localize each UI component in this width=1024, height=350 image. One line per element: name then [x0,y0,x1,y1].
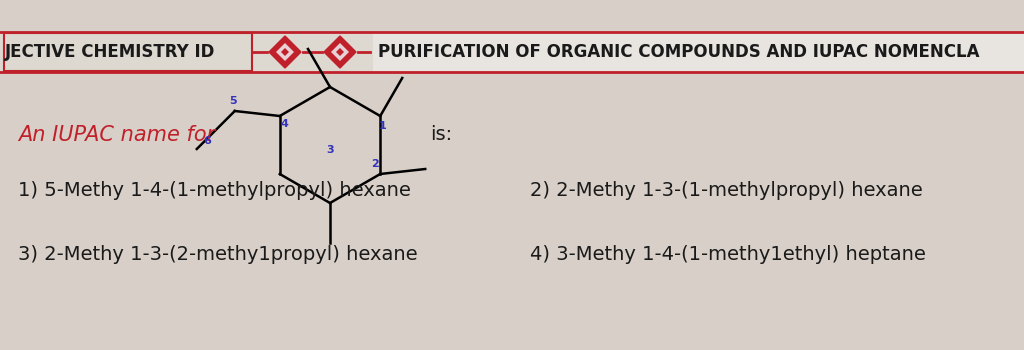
Text: is:: is: [430,126,453,145]
Text: 3: 3 [327,145,334,155]
Polygon shape [324,36,356,68]
Text: An IUPAC name for: An IUPAC name for [18,125,215,145]
Text: 6: 6 [203,136,211,146]
Polygon shape [336,48,344,56]
Text: JECTIVE CHEMISTRY ID: JECTIVE CHEMISTRY ID [5,43,215,61]
Text: 4: 4 [281,119,289,129]
Text: 3) 2-Methy 1-3-(2-methy1propyl) hexane: 3) 2-Methy 1-3-(2-methy1propyl) hexane [18,245,418,265]
Polygon shape [281,48,289,56]
Polygon shape [269,36,301,68]
Polygon shape [276,43,294,61]
Text: 5: 5 [229,96,237,106]
Text: 2) 2-Methy 1-3-(1-methylpropyl) hexane: 2) 2-Methy 1-3-(1-methylpropyl) hexane [530,181,923,199]
Text: 1: 1 [378,121,386,131]
Text: 2: 2 [372,159,379,169]
Bar [373,33,1024,71]
Polygon shape [331,43,349,61]
Bar [0,32,1024,72]
Text: 4) 3-Methy 1-4-(1-methy1ethyl) heptane: 4) 3-Methy 1-4-(1-methy1ethyl) heptane [530,245,926,265]
Text: 1) 5-Methy 1-4-(1-methylpropyl) hexane: 1) 5-Methy 1-4-(1-methylpropyl) hexane [18,181,411,199]
Text: PURIFICATION OF ORGANIC COMPOUNDS AND IUPAC NOMENCLA: PURIFICATION OF ORGANIC COMPOUNDS AND IU… [378,43,980,61]
